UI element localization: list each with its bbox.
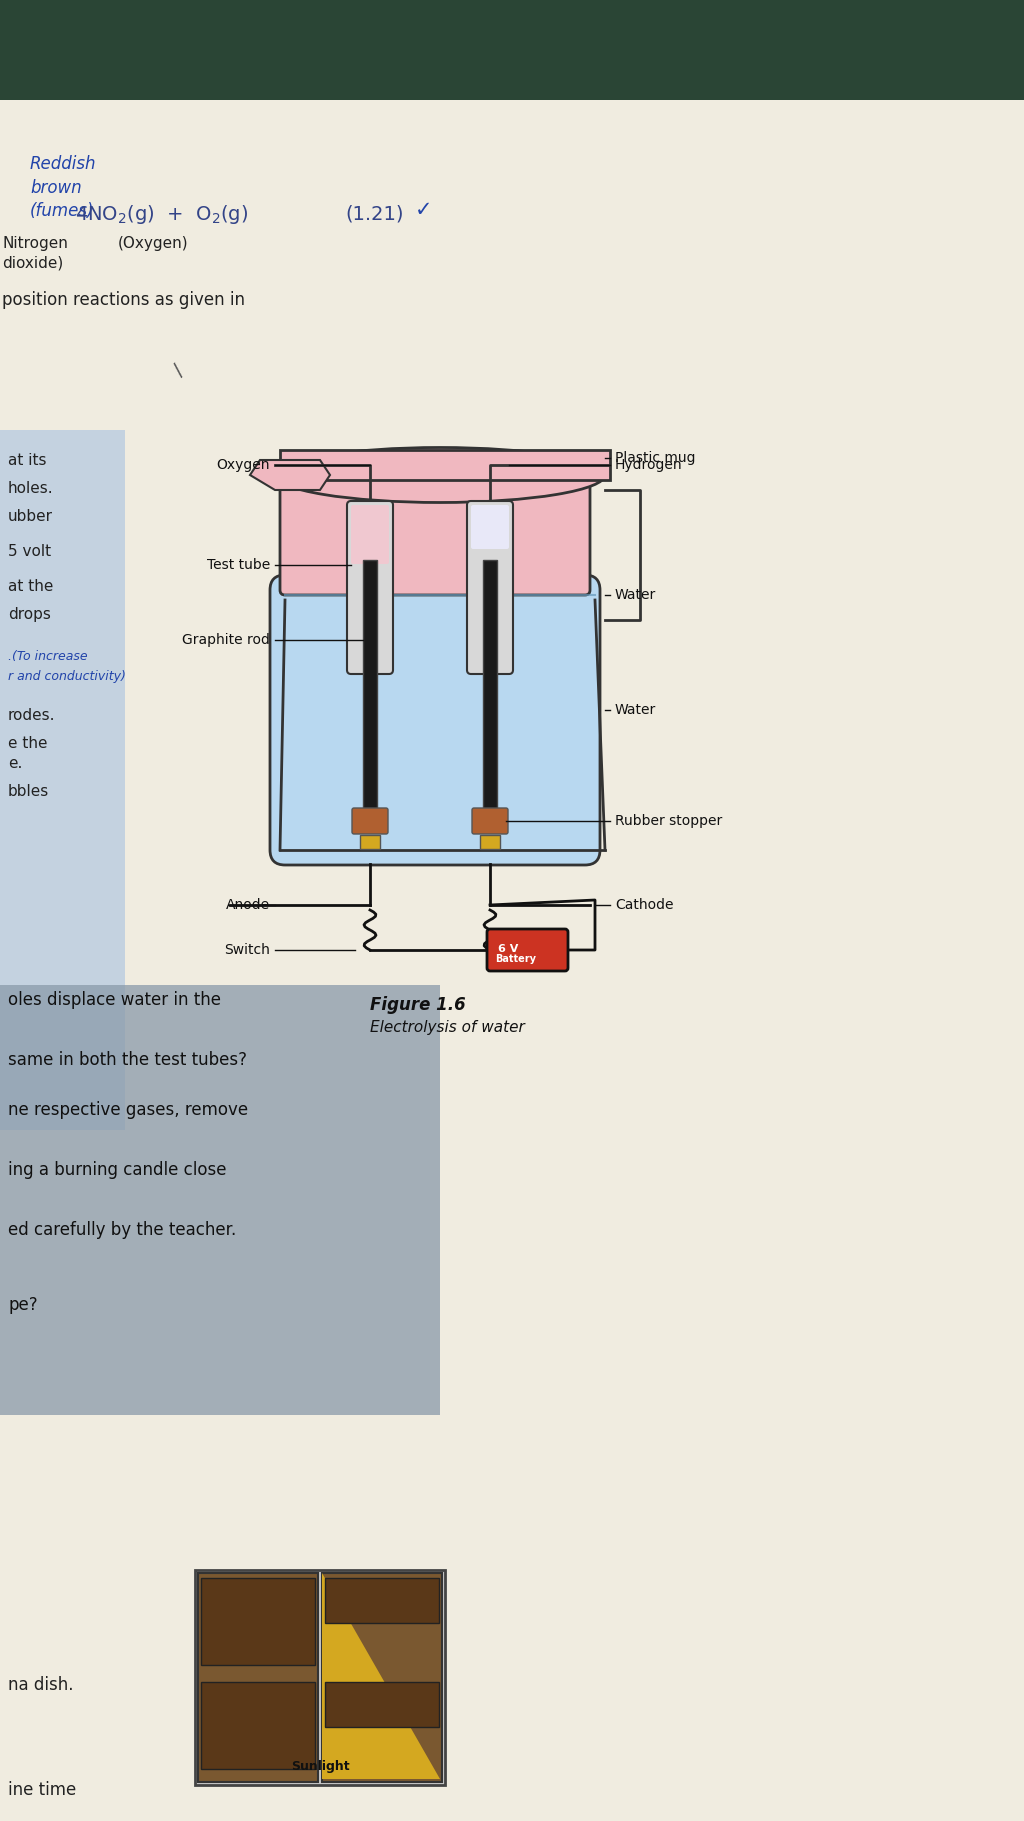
Text: Rubber stopper: Rubber stopper bbox=[615, 814, 722, 829]
Text: pe?: pe? bbox=[8, 1297, 38, 1315]
Bar bbox=[325, 1683, 439, 1726]
FancyBboxPatch shape bbox=[472, 809, 508, 834]
Bar bbox=[325, 1579, 439, 1623]
Text: Reddish
brown
(fumes): Reddish brown (fumes) bbox=[30, 155, 96, 220]
Text: r and conductivity): r and conductivity) bbox=[8, 670, 126, 683]
Text: ine time: ine time bbox=[8, 1781, 76, 1799]
Text: Nitrogen: Nitrogen bbox=[2, 237, 68, 251]
Text: 6 V: 6 V bbox=[498, 943, 518, 954]
Bar bbox=[480, 836, 500, 849]
Bar bbox=[322, 1573, 442, 1783]
Bar bbox=[360, 836, 380, 849]
Text: Anode: Anode bbox=[226, 898, 270, 912]
Text: Oxygen: Oxygen bbox=[216, 459, 270, 472]
Text: at the: at the bbox=[8, 579, 53, 594]
Text: Electrolysis of water: Electrolysis of water bbox=[370, 1020, 524, 1034]
Text: Water: Water bbox=[615, 703, 656, 717]
Bar bbox=[195, 1570, 445, 1785]
FancyBboxPatch shape bbox=[347, 501, 393, 674]
Text: Hydrogen: Hydrogen bbox=[615, 459, 683, 472]
Bar bbox=[0, 0, 1024, 100]
Text: ne respective gases, remove: ne respective gases, remove bbox=[8, 1102, 248, 1118]
FancyBboxPatch shape bbox=[471, 504, 509, 548]
Text: holes.: holes. bbox=[8, 481, 53, 495]
Text: Test tube: Test tube bbox=[207, 557, 270, 572]
Bar bbox=[0, 985, 440, 1415]
Ellipse shape bbox=[275, 448, 605, 503]
Text: bbles: bbles bbox=[8, 785, 49, 799]
Text: oles displace water in the: oles displace water in the bbox=[8, 991, 221, 1009]
Text: e.: e. bbox=[8, 756, 23, 770]
FancyBboxPatch shape bbox=[352, 809, 388, 834]
Bar bbox=[0, 430, 125, 1131]
Bar bbox=[362, 561, 377, 816]
Text: (1.21): (1.21) bbox=[345, 206, 403, 224]
Text: 5 volt: 5 volt bbox=[8, 544, 51, 559]
Text: same in both the test tubes?: same in both the test tubes? bbox=[8, 1051, 247, 1069]
Text: e the: e the bbox=[8, 736, 47, 750]
Text: Cathode: Cathode bbox=[615, 898, 674, 912]
Text: Plastic mug: Plastic mug bbox=[615, 452, 695, 464]
Polygon shape bbox=[322, 1573, 440, 1779]
FancyBboxPatch shape bbox=[351, 504, 389, 565]
Bar bbox=[483, 561, 497, 816]
FancyBboxPatch shape bbox=[270, 575, 600, 865]
Text: ing a burning candle close: ing a burning candle close bbox=[8, 1162, 226, 1178]
FancyBboxPatch shape bbox=[467, 501, 513, 674]
Text: .(To increase: .(To increase bbox=[8, 650, 88, 663]
Text: na dish.: na dish. bbox=[8, 1675, 74, 1694]
Polygon shape bbox=[250, 461, 330, 490]
FancyBboxPatch shape bbox=[487, 929, 568, 971]
Text: Switch: Switch bbox=[224, 943, 270, 958]
Text: drops: drops bbox=[8, 606, 51, 623]
Text: position reactions as given in: position reactions as given in bbox=[2, 291, 245, 310]
Text: /: / bbox=[170, 361, 188, 379]
Text: at its: at its bbox=[8, 453, 46, 468]
Text: 4NO$_2$(g)  +  O$_2$(g): 4NO$_2$(g) + O$_2$(g) bbox=[75, 202, 248, 226]
Bar bbox=[201, 1579, 315, 1664]
Text: rodes.: rodes. bbox=[8, 708, 55, 723]
Text: ✓: ✓ bbox=[415, 200, 432, 220]
Text: Figure 1.6: Figure 1.6 bbox=[370, 996, 466, 1014]
Text: dioxide): dioxide) bbox=[2, 255, 63, 270]
Text: (Oxygen): (Oxygen) bbox=[118, 237, 188, 251]
Text: ubber: ubber bbox=[8, 510, 53, 524]
Text: ed carefully by the teacher.: ed carefully by the teacher. bbox=[8, 1222, 237, 1238]
Text: Water: Water bbox=[615, 588, 656, 603]
Bar bbox=[280, 450, 610, 481]
Text: Graphite rod: Graphite rod bbox=[182, 634, 270, 646]
Bar bbox=[201, 1683, 315, 1768]
Text: Sunlight: Sunlight bbox=[291, 1761, 349, 1774]
Bar bbox=[198, 1573, 318, 1783]
Text: Battery: Battery bbox=[495, 954, 536, 963]
FancyBboxPatch shape bbox=[280, 475, 590, 595]
